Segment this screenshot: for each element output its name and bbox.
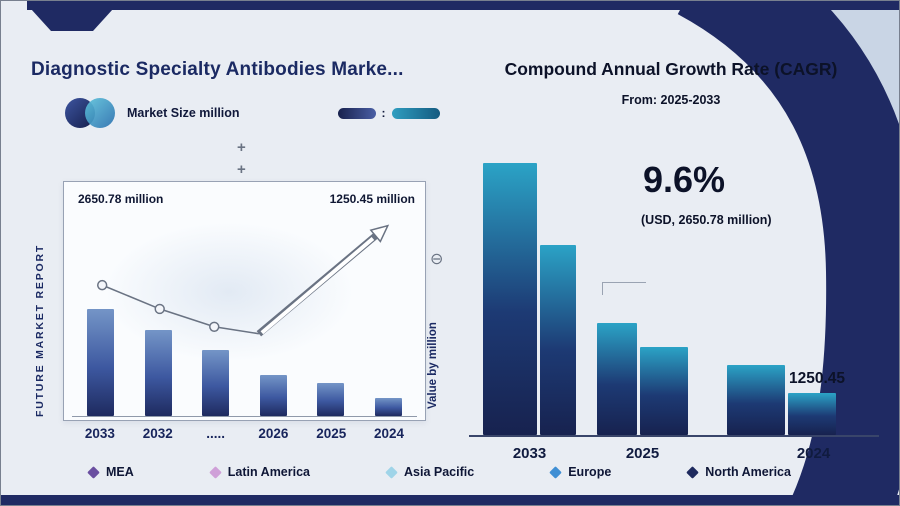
legend-label: Latin America: [227, 465, 310, 479]
legend-label: MEA: [106, 465, 134, 479]
right-chart-bar: [640, 347, 688, 435]
left-chart-bar-column: [72, 309, 130, 416]
plus-icon: +: [237, 161, 246, 178]
right-chart-bar: [788, 393, 836, 435]
cagr-chart-title: Compound Annual Growth Rate (CAGR): [504, 59, 838, 79]
pill-separator: :: [381, 106, 386, 120]
page-title: Diagnostic Specialty Antibodies Marke...: [31, 59, 404, 80]
left-chart-bars: [72, 309, 417, 417]
cagr-chart-subtitle: From: 2025-2033: [621, 93, 721, 107]
step-bracket-decoration: [602, 282, 646, 295]
left-chart-bar-column: [360, 398, 418, 416]
legend-item-north-america: North America: [686, 465, 791, 479]
right-chart-bar-group: 2033: [483, 163, 576, 462]
market-size-chart-panel: 2650.78 million 1250.45 million: [63, 181, 426, 421]
left-chart-bar: [202, 350, 230, 416]
vertical-watermark: FUTURE MARKET REPORT: [34, 243, 46, 417]
legend-diamond-icon: [87, 465, 100, 479]
left-chart-bar: [374, 398, 402, 416]
navy-swoosh-shape: [677, 1, 899, 505]
plus-icon: +: [237, 139, 246, 156]
cagr-percentage: 9.6%: [643, 159, 726, 200]
legend-label: Europe: [568, 465, 612, 479]
left-axis-label: 2033: [84, 426, 115, 441]
legend-item-asia-pacific: Asia Pacific: [385, 465, 475, 479]
top-border-bar: [27, 1, 899, 10]
left-axis-label: 2026: [258, 426, 289, 441]
cagr-bar-chart: 2033 2025 2024: [469, 151, 879, 462]
left-chart-bar-column: [130, 330, 188, 416]
left-chart-bar: [87, 309, 115, 416]
left-chart-bar: [317, 383, 345, 416]
market-size-legend: Market Size million :: [65, 97, 440, 129]
right-chart-bar-group: 2025: [597, 323, 688, 462]
legend-pill-group: :: [337, 106, 440, 120]
left-axis-label: 2024: [374, 426, 405, 441]
legend-label: Asia Pacific: [404, 465, 475, 479]
right-axis-label: 2033: [512, 445, 547, 462]
right-axis-label: 2024: [796, 445, 831, 462]
right-chart-bar: [727, 365, 785, 435]
left-chart-bar: [259, 375, 287, 416]
chart-start-value-label: 2650.78 million: [78, 192, 164, 206]
legend-item-europe: Europe: [549, 465, 612, 479]
legend-item-latin-america: Latin America: [208, 465, 310, 479]
right-chart-y-axis-label: Value by million: [427, 322, 439, 409]
left-chart-bar-column: [245, 375, 303, 416]
legend-diamond-icon: [385, 465, 398, 479]
teal-circle-icon: [85, 98, 115, 128]
overlapping-circles-icon: [65, 97, 117, 129]
market-size-legend-label: Market Size million: [127, 106, 240, 120]
legend-diamond-icon: [549, 465, 563, 479]
corner-flag-shape: [31, 9, 113, 31]
circle-minus-icon: ⊖: [430, 251, 444, 268]
left-axis-label: .....: [206, 426, 225, 441]
left-axis-label: 2032: [142, 426, 173, 441]
legend-item-mea: MEA: [87, 465, 134, 479]
right-axis-label: 2025: [625, 445, 660, 462]
right-chart-bar: [540, 245, 576, 435]
bottom-border-bar: [1, 495, 899, 505]
arrowhead-icon: [369, 224, 390, 243]
bar-value-annotation: 1250.45: [789, 370, 846, 387]
right-chart-bar: [483, 163, 537, 435]
left-axis-label: 2025: [316, 426, 347, 441]
navy-pill-icon: [337, 107, 376, 119]
left-chart-bar-column: [187, 350, 245, 416]
teal-pill-icon: [391, 107, 440, 119]
right-chart-bar: [597, 323, 637, 435]
legend-diamond-icon: [686, 465, 700, 479]
legend-label: North America: [705, 465, 791, 479]
cagr-usd-note: (USD, 2650.78 million): [641, 213, 772, 227]
chart-end-value-label: 1250.45 million: [329, 192, 415, 206]
region-legend: MEA Latin America Asia Pacific Europe North …: [87, 465, 791, 479]
left-chart-x-axis-labels: 2033 2032..... 2026 2025 2024: [71, 426, 418, 441]
left-chart-bar: [144, 330, 172, 416]
right-chart-bar-group: 2024: [727, 365, 836, 462]
legend-diamond-icon: [208, 465, 222, 479]
left-chart-bar-column: [302, 383, 360, 416]
